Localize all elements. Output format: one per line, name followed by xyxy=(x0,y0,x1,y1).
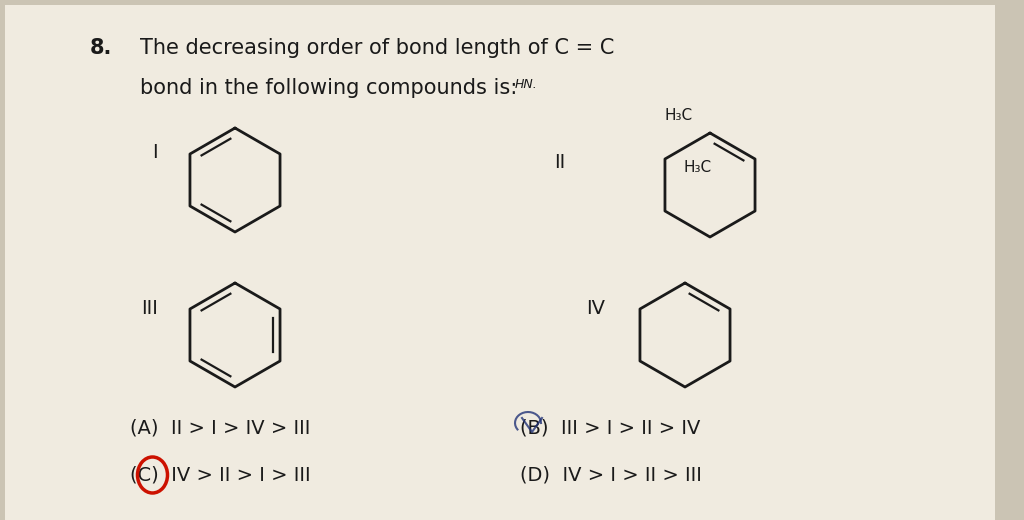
Text: (A)  II > I > IV > III: (A) II > I > IV > III xyxy=(130,419,310,437)
FancyBboxPatch shape xyxy=(5,5,995,520)
Text: (B)  III > I > II > IV: (B) III > I > II > IV xyxy=(520,419,700,437)
Text: H₃C: H₃C xyxy=(683,160,711,175)
Text: III: III xyxy=(141,298,158,318)
Text: bond in the following compounds is:: bond in the following compounds is: xyxy=(140,78,517,98)
Text: (D)  IV > I > II > III: (D) IV > I > II > III xyxy=(520,465,701,485)
Text: II: II xyxy=(554,152,565,172)
Text: 8.: 8. xyxy=(90,38,113,58)
Text: H₃C: H₃C xyxy=(665,108,693,123)
Text: HN.: HN. xyxy=(515,78,538,91)
Text: IV: IV xyxy=(586,298,605,318)
Text: (C)  IV > II > I > III: (C) IV > II > I > III xyxy=(130,465,310,485)
Text: I: I xyxy=(153,142,158,162)
Text: The decreasing order of bond length of C = C: The decreasing order of bond length of C… xyxy=(140,38,614,58)
